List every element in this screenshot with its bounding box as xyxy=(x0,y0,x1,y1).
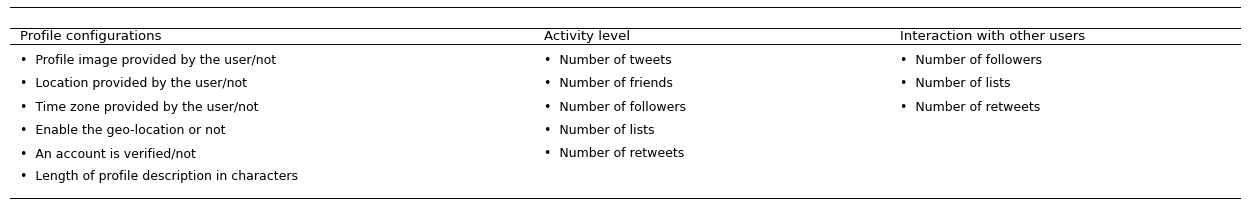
Text: •  Number of friends: • Number of friends xyxy=(544,77,672,90)
Text: •  Enable the geo-location or not: • Enable the geo-location or not xyxy=(20,124,225,137)
Text: •  Number of followers: • Number of followers xyxy=(544,101,686,114)
Text: •  Location provided by the user/not: • Location provided by the user/not xyxy=(20,77,248,90)
Text: Activity level: Activity level xyxy=(544,30,630,43)
Text: •  Number of retweets: • Number of retweets xyxy=(900,101,1040,114)
Text: •  Number of tweets: • Number of tweets xyxy=(544,54,671,67)
Text: •  Number of lists: • Number of lists xyxy=(544,124,654,137)
Text: •  An account is verified/not: • An account is verified/not xyxy=(20,147,196,160)
Text: •  Profile image provided by the user/not: • Profile image provided by the user/not xyxy=(20,54,276,67)
Text: •  Number of lists: • Number of lists xyxy=(900,77,1010,90)
Text: •  Time zone provided by the user/not: • Time zone provided by the user/not xyxy=(20,101,259,114)
Text: •  Length of profile description in characters: • Length of profile description in chara… xyxy=(20,170,297,183)
Text: •  Number of followers: • Number of followers xyxy=(900,54,1042,67)
Text: •  Number of retweets: • Number of retweets xyxy=(544,147,684,160)
Text: Interaction with other users: Interaction with other users xyxy=(900,30,1085,43)
Text: Profile configurations: Profile configurations xyxy=(20,30,161,43)
